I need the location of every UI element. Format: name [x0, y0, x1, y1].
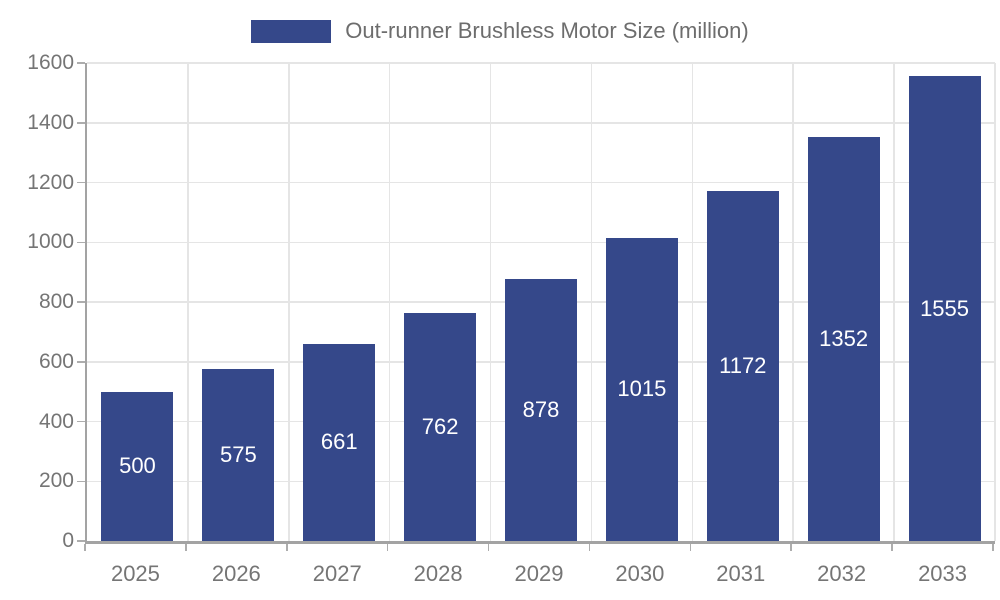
gridline-v — [187, 63, 189, 541]
x-tick-label: 2032 — [817, 561, 867, 586]
bar: 500 — [101, 391, 174, 541]
x-axis-tick — [84, 544, 86, 551]
gridline-h — [87, 122, 995, 124]
bar: 762 — [404, 313, 477, 541]
x-axis-tick — [689, 544, 692, 551]
bar-value-label: 1352 — [819, 326, 869, 352]
x-axis-tick — [487, 544, 490, 551]
y-axis-tick — [77, 420, 85, 423]
y-axis-tick — [77, 62, 85, 64]
x-axis-tick — [286, 544, 288, 551]
gridline-h — [87, 181, 995, 184]
legend-swatch — [251, 19, 332, 43]
bar: 1172 — [706, 190, 779, 541]
x-tick-label: 2030 — [615, 561, 665, 586]
x-axis-tick — [891, 544, 893, 551]
bar-value-label: 878 — [522, 396, 560, 422]
y-axis-tick — [77, 241, 85, 243]
bar-value-label: 575 — [219, 442, 257, 468]
y-tick-label: 800 — [38, 290, 74, 313]
y-tick-label: 1400 — [27, 110, 74, 134]
bar: 661 — [303, 343, 376, 541]
x-axis-tick — [588, 544, 591, 551]
y-tick-label: 400 — [38, 409, 74, 433]
x-tick-label: 2026 — [211, 561, 261, 586]
legend-label: Out-runner Brushless Motor Size (million… — [345, 18, 749, 43]
y-tick-label: 0 — [62, 529, 74, 552]
bar: 575 — [202, 369, 275, 541]
bar-value-label: 1555 — [920, 295, 970, 321]
y-axis-tick — [77, 361, 85, 363]
x-tick-label: 2031 — [716, 561, 766, 586]
x-axis-tick — [386, 544, 389, 551]
y-axis-tick — [77, 540, 85, 542]
x-axis-tick — [790, 544, 792, 551]
x-axis-tick — [185, 544, 187, 551]
x-tick-label: 2028 — [413, 561, 463, 586]
y-tick-label: 1200 — [27, 170, 74, 194]
x-axis-tick — [992, 544, 994, 551]
gridline-v — [388, 63, 391, 541]
gridline-v — [489, 63, 492, 541]
y-tick-label: 1000 — [27, 230, 74, 254]
plot-area: 500 575 661 762 878 1015 1172 1352 1555 — [85, 62, 996, 544]
bar-value-label: 1015 — [617, 376, 667, 402]
bar: 878 — [505, 278, 577, 541]
x-tick-label: 2025 — [110, 561, 160, 586]
gridline-h — [87, 241, 995, 243]
gridline-v — [994, 63, 996, 541]
bar-value-label: 500 — [119, 453, 156, 479]
gridline-h — [87, 62, 995, 64]
bar-value-label: 1172 — [719, 352, 767, 378]
gridline-v — [893, 63, 895, 541]
y-tick-label: 600 — [38, 349, 74, 373]
gridline-v — [288, 63, 290, 541]
y-axis-tick — [77, 181, 85, 184]
bar-value-label: 661 — [320, 429, 358, 455]
x-tick-label: 2029 — [514, 561, 564, 586]
x-tick-label: 2027 — [312, 561, 362, 586]
bar-value-label: 762 — [421, 414, 459, 440]
bar: 1015 — [605, 237, 678, 541]
y-axis-tick — [77, 301, 85, 303]
gridline-v — [691, 63, 694, 541]
bar: 1352 — [807, 137, 880, 541]
y-axis-tick — [77, 122, 85, 124]
gridline-v — [792, 63, 794, 541]
y-tick-label: 200 — [38, 469, 74, 493]
y-axis-tick — [77, 480, 85, 482]
legend: Out-runner Brushless Motor Size (million… — [0, 18, 1000, 44]
gridline-v — [590, 63, 593, 541]
y-tick-label: 1600 — [27, 51, 74, 74]
x-tick-label: 2033 — [918, 561, 968, 586]
bar: 1555 — [908, 76, 981, 541]
